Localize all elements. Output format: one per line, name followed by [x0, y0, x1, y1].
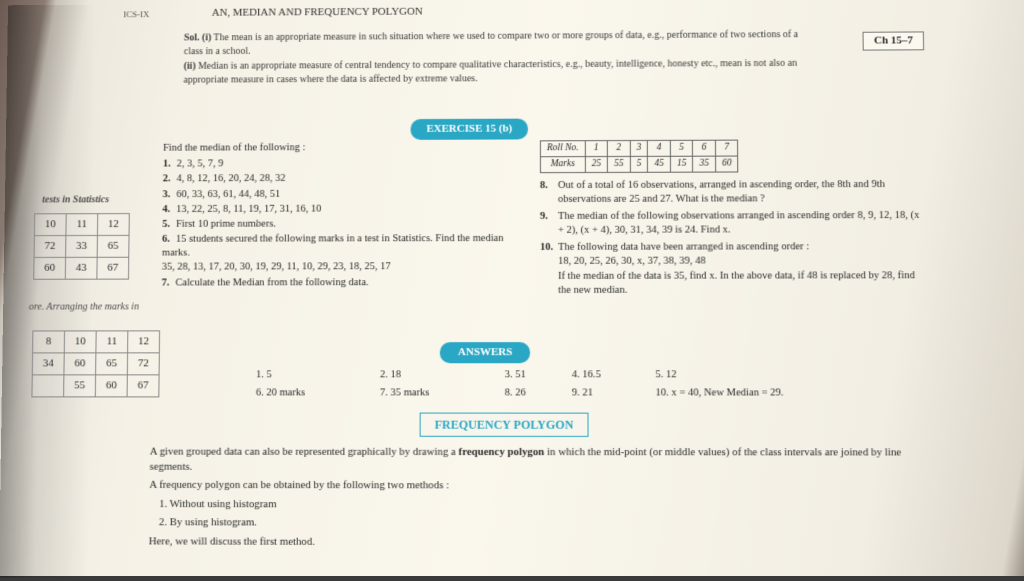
- margin-table-top: 101112 723365 604367: [33, 213, 130, 280]
- q10: 10.The following data have been arranged…: [540, 240, 939, 298]
- running-header: AN, MEDIAN AND FREQUENCY POLYGON: [212, 5, 423, 21]
- table-row: 556067: [32, 375, 159, 397]
- section-tab: ICS-IX: [123, 8, 149, 20]
- find-median-heading: Find the median of the following :: [163, 140, 530, 155]
- q4: 4.13, 22, 25, 8, 11, 19, 17, 31, 16, 10: [162, 202, 530, 217]
- table-row: 604367: [34, 257, 129, 279]
- q1: 1.2, 3, 5, 7, 9: [163, 156, 530, 171]
- q5: 5.First 10 prime numbers.: [162, 217, 530, 232]
- q7: 7.Calculate the Median from the followin…: [162, 275, 531, 290]
- table-row: 8101112: [33, 331, 160, 353]
- sol-i-text: The mean is an appropriate measure in su…: [184, 29, 798, 56]
- table-row: 34606572: [32, 353, 159, 375]
- solution-block: Sol. (i) The mean is an appropriate meas…: [183, 28, 819, 88]
- roll-marks-table: Roll No. 1 2 3 4 5 6 7 Marks 25 55 5 45 …: [540, 140, 739, 173]
- answers-badge: ANSWERS: [440, 342, 531, 363]
- q2: 2.4, 8, 12, 16, 20, 24, 28, 32: [163, 172, 530, 187]
- sol-ii-text: Median is an appropriate measure of cent…: [183, 58, 797, 85]
- freq-para-3: Here, we will discuss the first method.: [149, 534, 927, 551]
- q3: 3.60, 33, 63, 61, 44, 48, 51: [162, 187, 529, 202]
- q6: 6.15 students secured the following mark…: [162, 232, 530, 275]
- margin-table-bottom: 8101112 34606572 556067: [31, 330, 160, 397]
- exercise-badge: EXERCISE 15 (b): [411, 119, 529, 140]
- table-row: Roll No. 1 2 3 4 5 6 7: [540, 140, 738, 156]
- table-row: 101112: [34, 214, 129, 236]
- frequency-polygon-heading: FREQUENCY POLYGON: [420, 413, 589, 438]
- q8: 8.Out of a total of 16 observations, arr…: [540, 177, 937, 207]
- margin-label-top: tests in Statistics: [42, 193, 109, 207]
- table-row: 1. 5 2. 18 3. 51 4. 16.5 5. 12: [250, 366, 935, 384]
- sol-i-label: Sol. (i): [184, 32, 211, 43]
- q9: 9.The median of the following observatio…: [540, 209, 938, 238]
- freq-para-2: A frequency polygon can be obtained by t…: [149, 478, 926, 494]
- freq-method-2: 2. By using histogram.: [159, 515, 927, 531]
- table-row: 6. 20 marks 7. 35 marks 8. 26 9. 21 10. …: [250, 385, 935, 403]
- table-row: Marks 25 55 5 45 15 35 60: [540, 156, 738, 172]
- answers-grid: 1. 5 2. 18 3. 51 4. 16.5 5. 12 6. 20 mar…: [250, 366, 935, 403]
- freq-para-1: A given grouped data can also be represe…: [150, 445, 926, 475]
- exercise-left-column: Find the median of the following : 1.2, …: [161, 140, 530, 291]
- table-row: 723365: [34, 235, 129, 257]
- freq-method-1: 1. Without using histogram: [159, 497, 926, 513]
- exercise-right-column: Roll No. 1 2 3 4 5 6 7 Marks 25 55 5 45 …: [540, 139, 939, 301]
- sol-ii-label: (ii): [184, 61, 196, 72]
- page-content: ICS-IX AN, MEDIAN AND FREQUENCY POLYGON …: [0, 0, 1024, 581]
- frequency-polygon-body: A given grouped data can also be represe…: [149, 445, 927, 555]
- chapter-page-box: Ch 15–7: [863, 31, 924, 50]
- textbook-page: ICS-IX AN, MEDIAN AND FREQUENCY POLYGON …: [0, 0, 1024, 581]
- margin-label-bottom: ore. Arranging the marks in: [29, 300, 139, 314]
